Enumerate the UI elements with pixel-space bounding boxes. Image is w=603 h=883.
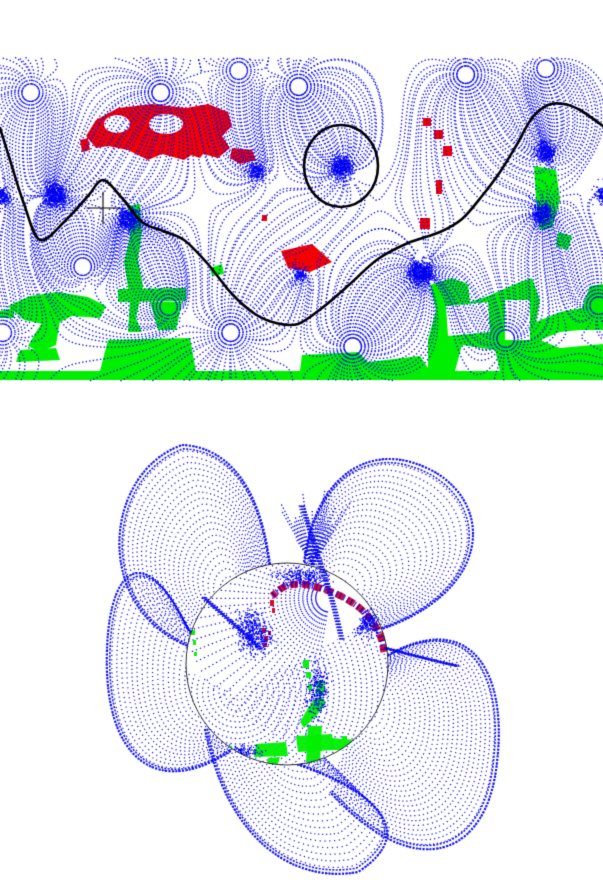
- sphere-view-panel: [0, 430, 603, 883]
- synoptic-map-panel: [0, 0, 603, 430]
